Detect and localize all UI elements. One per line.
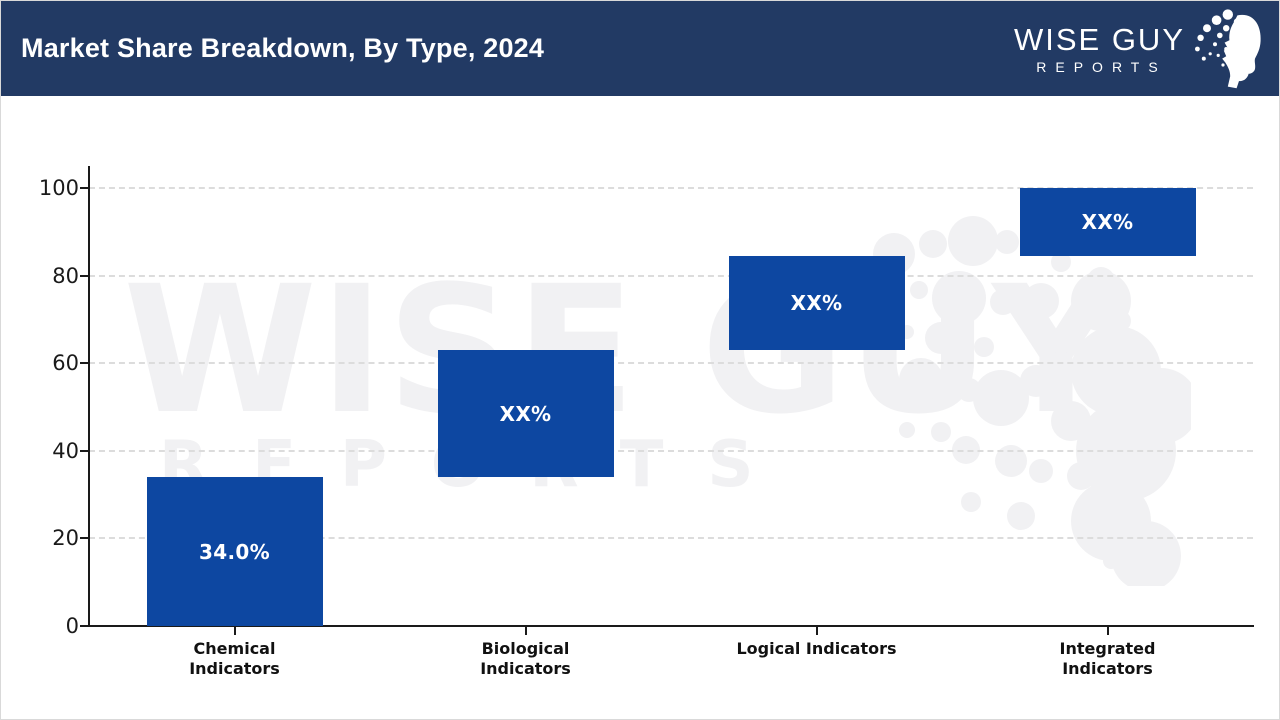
brand-logo-line2: REPORTS: [1036, 58, 1167, 75]
bar-2: XX%: [437, 350, 614, 478]
x-axis-line: [88, 625, 1254, 627]
x-tick-3: [815, 627, 818, 635]
y-tick-40: [80, 449, 89, 452]
y-tick-label-100: 100: [38, 176, 79, 200]
y-tick-label-60: 60: [52, 351, 79, 376]
bar-4: XX%: [1019, 188, 1196, 256]
y-tick-100: [80, 187, 89, 189]
x-tick-2: [524, 627, 527, 635]
page-title: Market Share Breakdown, By Type, 2024: [21, 33, 545, 63]
category-label-4: Integrated Indicators: [1059, 639, 1156, 678]
gridline-100: [89, 187, 1253, 189]
brand-logo-text: WISE GUY REPORTS: [1014, 24, 1185, 74]
gridline-60: [89, 362, 1253, 365]
y-tick-label-40: 40: [52, 438, 79, 463]
brand-logo-line1: WISE GUY: [1013, 21, 1185, 57]
x-tick-4: [1106, 627, 1109, 635]
bar-1: 34.0%: [146, 477, 323, 626]
gridline-80: [89, 274, 1253, 277]
y-tick-20: [80, 537, 89, 540]
x-tick-1: [233, 627, 236, 635]
header-band: Market Share Breakdown, By Type, 2024 WI…: [1, 1, 1279, 96]
brand-logo: WISE GUY REPORTS: [1014, 8, 1263, 89]
gridline-40: [89, 449, 1253, 452]
y-tick-80: [80, 274, 89, 277]
y-tick-label-20: 20: [52, 526, 79, 551]
y-tick-label-0: 0: [65, 614, 79, 638]
bar-value-label-2: XX%: [499, 401, 552, 426]
category-label-2: Biological Indicators: [480, 639, 571, 678]
bar-3: XX%: [728, 255, 905, 351]
y-tick-0: [80, 625, 89, 627]
plot-area: 0 20 40 60 80 100 34.0% Chemical Indicators XX% B…: [1, 96, 1279, 719]
category-label-1: Chemical Indicators: [189, 639, 280, 678]
bar-value-label-3: XX%: [790, 290, 843, 315]
category-label-3: Logical Indicators: [736, 639, 897, 658]
y-tick-label-80: 80: [52, 263, 79, 288]
dotted-face-logo-icon: [1191, 8, 1263, 89]
y-tick-60: [80, 362, 89, 365]
bar-value-label-4: XX%: [1081, 209, 1134, 234]
gridline-20: [89, 537, 1253, 540]
bar-value-label-1: 34.0%: [199, 539, 270, 564]
y-axis-line: [88, 166, 90, 626]
